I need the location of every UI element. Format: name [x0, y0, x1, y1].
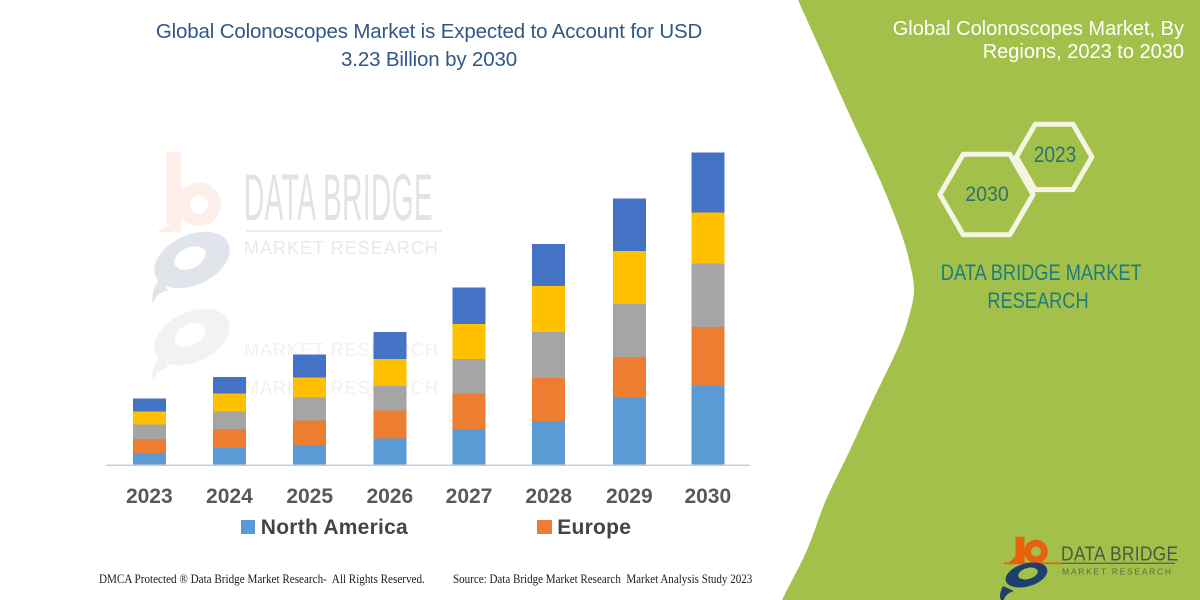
svg-text:DATA BRIDGE: DATA BRIDGE: [1061, 543, 1178, 566]
svg-text:MARKET RESEARCH: MARKET RESEARCH: [1062, 567, 1174, 577]
